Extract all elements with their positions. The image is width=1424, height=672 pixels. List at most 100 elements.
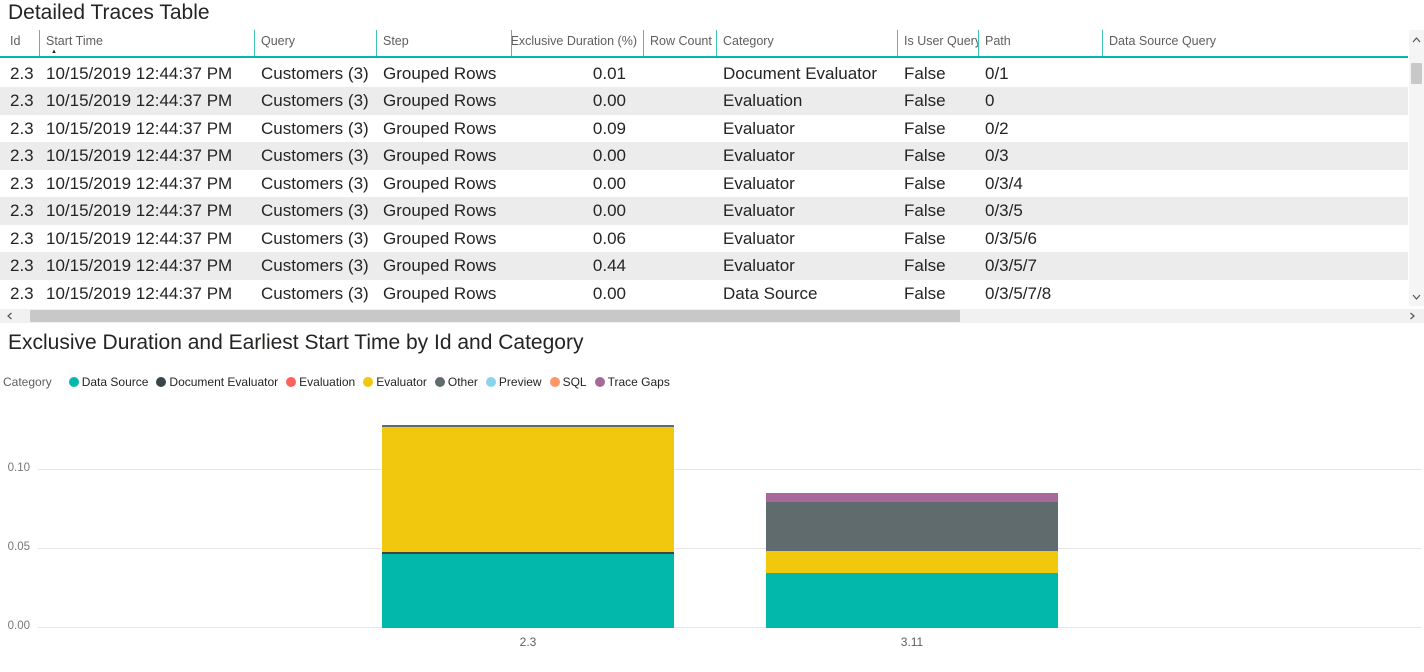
- column-header-path[interactable]: Path: [979, 30, 1103, 56]
- chevron-left-icon[interactable]: [5, 311, 15, 321]
- column-header-row-count[interactable]: Row Count: [644, 30, 717, 56]
- bar-segment-3-11-other[interactable]: [766, 502, 1058, 551]
- table-cell: False: [904, 201, 946, 221]
- table-row[interactable]: 2.3 10/15/2019 12:44:37 PM Customers (3) Gr…: [0, 115, 1408, 142]
- legend-swatch-icon: [485, 377, 496, 387]
- legend-item-evaluation[interactable]: Evaluation: [286, 375, 355, 389]
- column-header-step[interactable]: Step: [377, 30, 512, 56]
- legend-title: Category: [3, 375, 52, 389]
- table-cell: Evaluator: [723, 228, 795, 248]
- column-header-label: Query: [261, 34, 296, 48]
- table-body: 2.3 10/15/2019 12:44:37 PM Customers (3) Gr…: [0, 60, 1408, 307]
- column-header-label: Data Source Query: [1109, 34, 1216, 48]
- chevron-right-icon[interactable]: [1407, 311, 1417, 321]
- table-cell: 2.3: [10, 64, 34, 83]
- table-cell: 2.3: [10, 201, 34, 221]
- sort-ascending-icon: ▲: [51, 49, 57, 55]
- table-cell: Customers (3): [261, 91, 369, 111]
- gridline: [38, 469, 1422, 470]
- table-row[interactable]: 2.3 10/15/2019 12:44:37 PM Customers (3) Gr…: [0, 225, 1408, 252]
- legend-item-document-evaluator[interactable]: Document Evaluator: [156, 375, 278, 389]
- x-axis-label: 3.11: [900, 635, 924, 649]
- horizontal-scrollbar-thumb[interactable]: [30, 310, 960, 322]
- table-cell: Grouped Rows: [383, 256, 497, 276]
- table-cell: False: [904, 146, 946, 166]
- legend-item-label: Evaluator: [376, 375, 427, 389]
- legend-swatch-icon: [363, 377, 374, 387]
- table-row[interactable]: 2.3 10/15/2019 12:44:37 PM Customers (3) Gr…: [0, 252, 1408, 280]
- table-cell: [644, 142, 717, 169]
- duration-by-id-chart-visual: Exclusive Duration and Earliest Start Ti…: [0, 330, 1424, 672]
- legend-item-sql[interactable]: SQL: [549, 375, 587, 389]
- table-cell: Customers (3): [261, 146, 369, 166]
- chevron-down-icon[interactable]: [1411, 292, 1422, 302]
- legend-item-label: Other: [447, 375, 478, 389]
- table-cell: 0.00: [592, 173, 626, 193]
- table-row[interactable]: 2.3 10/15/2019 12:44:37 PM Customers (3) Gr…: [0, 170, 1408, 197]
- bar-segment-3-11-data-source[interactable]: [766, 573, 1058, 628]
- y-axis-tick-label: 0.05: [7, 541, 30, 553]
- table-cell: Customers (3): [261, 283, 369, 303]
- legend-item-preview[interactable]: Preview: [485, 375, 542, 389]
- table-cell: 0.01: [592, 64, 626, 83]
- legend-item-other[interactable]: Other: [434, 375, 478, 389]
- x-axis-label: 2.3: [519, 635, 537, 649]
- legend-item-label: Evaluation: [299, 375, 356, 389]
- table-cell: Evaluator: [723, 173, 795, 193]
- column-header-id[interactable]: Id: [0, 30, 40, 56]
- bar-segment-2-3-evaluator[interactable]: [382, 427, 674, 552]
- table-row[interactable]: 2.3 10/15/2019 12:44:37 PM Customers (3) Gr…: [0, 280, 1408, 307]
- column-header-exclusive-duration[interactable]: Exclusive Duration (%): [512, 30, 644, 56]
- table-cell: Data Source: [723, 283, 818, 303]
- table-row[interactable]: 2.3 10/15/2019 12:44:37 PM Customers (3) Gr…: [0, 142, 1408, 170]
- bar-segment-2-3-other[interactable]: [382, 425, 674, 427]
- vertical-scrollbar-thumb[interactable]: [1411, 63, 1422, 84]
- legend-item-trace-gaps[interactable]: Trace Gaps: [594, 375, 670, 389]
- table-cell: Grouped Rows: [383, 201, 497, 221]
- table-row[interactable]: 2.3 10/15/2019 12:44:37 PM Customers (3) Gr…: [0, 60, 1408, 87]
- table-cell: [644, 197, 717, 224]
- column-header-category[interactable]: Category: [717, 30, 898, 56]
- horizontal-scrollbar[interactable]: [0, 309, 1424, 323]
- bar-segment-2-3-document-evaluator[interactable]: [382, 552, 674, 554]
- chevron-up-icon[interactable]: [1411, 35, 1422, 45]
- column-header-is-user-query[interactable]: Is User Query: [898, 30, 979, 56]
- table-cell: 0/3/4: [985, 173, 1023, 193]
- legend-item-label: Data Source: [81, 375, 149, 389]
- legend-item-data-source[interactable]: Data Source: [68, 375, 149, 389]
- legend-swatch-icon: [156, 377, 167, 387]
- table-cell: 2.3: [10, 91, 34, 111]
- bar-segment-3-11-trace-gaps[interactable]: [766, 493, 1058, 502]
- table-cell: 0.00: [592, 146, 626, 166]
- column-header-start-time[interactable]: Start Time ▲: [40, 30, 255, 56]
- table-cell: 0.06: [592, 228, 626, 248]
- table-cell: 0.00: [592, 201, 626, 221]
- bar-segment-3-11-evaluator[interactable]: [766, 551, 1058, 573]
- legend-item-evaluator[interactable]: Evaluator: [363, 375, 427, 389]
- column-header-label: Step: [383, 34, 409, 48]
- table-cell: 0/1: [985, 64, 1009, 83]
- detailed-traces-table-visual: Detailed Traces Table Id Start Time ▲ Query…: [0, 0, 1424, 330]
- table-cell: Evaluator: [723, 256, 795, 276]
- table-cell: Grouped Rows: [383, 283, 497, 303]
- bar-segment-2-3-data-source[interactable]: [382, 554, 674, 628]
- table-cell: 10/15/2019 12:44:37 PM: [46, 228, 233, 248]
- table-cell: 10/15/2019 12:44:37 PM: [46, 146, 233, 166]
- table-row[interactable]: 2.3 10/15/2019 12:44:37 PM Customers (3) Gr…: [0, 87, 1408, 115]
- table-header-row: Id Start Time ▲ Query Step Exclusive Duration…: [0, 30, 1408, 58]
- table-row[interactable]: 2.3 10/15/2019 12:44:37 PM Customers (3) Gr…: [0, 197, 1408, 225]
- table-cell: [1103, 142, 1408, 169]
- legend-item-label: Trace Gaps: [607, 375, 670, 389]
- table-cell: False: [904, 64, 946, 83]
- vertical-scrollbar[interactable]: [1409, 30, 1424, 306]
- table-cell: 10/15/2019 12:44:37 PM: [46, 118, 233, 138]
- column-header-label: Category: [723, 34, 774, 48]
- table-cell: [1103, 197, 1408, 224]
- column-header-data-source-query[interactable]: Data Source Query: [1103, 30, 1408, 56]
- table-cell: [644, 115, 717, 142]
- table-cell: 2.3: [10, 256, 34, 276]
- legend-swatch-icon: [286, 377, 297, 387]
- column-header-query[interactable]: Query: [255, 30, 377, 56]
- gridline: [38, 627, 1422, 628]
